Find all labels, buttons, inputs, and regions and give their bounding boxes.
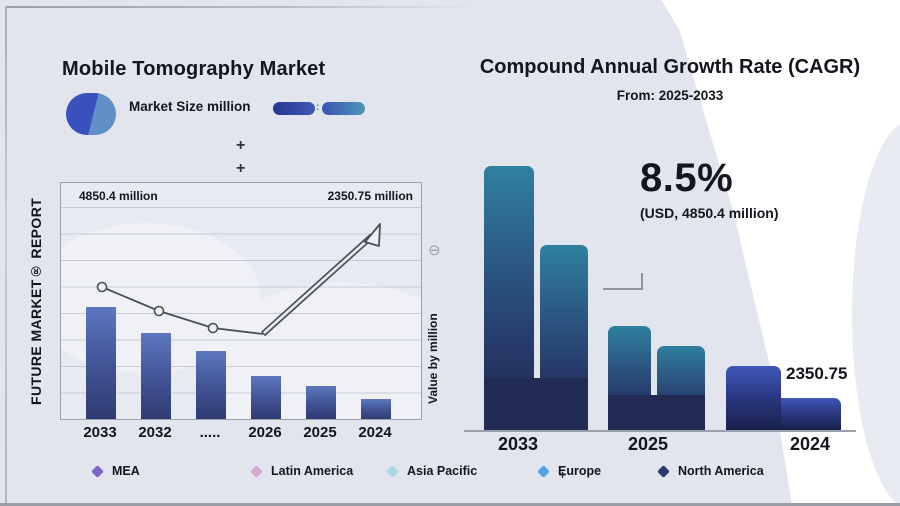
x-tick-label: 2026 [248, 424, 282, 441]
cagr-note: (USD, 4850.4 million) [640, 205, 779, 221]
market-size-chart: 4850.4 million 2350.75 million [60, 182, 422, 420]
bar-2032 [141, 333, 171, 419]
bar-2033 [86, 307, 116, 419]
cagr-bar-2024-1 [726, 366, 781, 430]
diamond-icon [657, 464, 670, 478]
legend-item: MEA [91, 464, 140, 478]
cagr-bar-2024-2 [781, 398, 841, 430]
region-legend: MEA Latin America Asia Pacific Europe No… [0, 460, 900, 486]
frame-left-line [5, 6, 7, 503]
frame-bottom-line [0, 503, 900, 506]
bar-..... [196, 351, 226, 419]
pill-separator: : [316, 102, 320, 113]
page-title: Mobile Tomography Market [62, 58, 326, 80]
bracket-annotation [603, 273, 643, 290]
diamond-icon [250, 464, 263, 478]
legend-item: North America [657, 464, 764, 478]
plus-icon: + [236, 160, 246, 177]
plus-icon: + [236, 137, 246, 154]
market-x-axis-labels: 2033 2032..... 2026 2025 2024 [60, 424, 422, 442]
bar-2024 [361, 399, 391, 419]
pill-badge-teal [322, 102, 365, 115]
bar-2025 [306, 386, 336, 419]
x-tick-label: 2033 [497, 434, 539, 454]
legend-item: Europe [537, 464, 602, 478]
cagr-value: 8.5% [640, 156, 734, 200]
x-axis-line [464, 430, 856, 432]
bar-2026 [251, 376, 281, 419]
diamond-icon [537, 464, 550, 478]
watermark-brand: FUTURE MARKET® REPORT [28, 197, 44, 405]
legend-item: Asia Pacific [386, 464, 478, 478]
capsule-icon [66, 93, 116, 135]
legend-label: MEA [112, 464, 140, 478]
pill-badge-dark [273, 102, 315, 115]
bar-value-label: 2350.75 [786, 364, 848, 383]
circle-minus-icon: ⊖ [428, 242, 441, 259]
x-tick-label: 2025 [627, 434, 669, 454]
y-axis-label: Value by million [426, 313, 440, 404]
x-tick-label: 2024 [358, 424, 392, 441]
legend-item: Latin America [250, 464, 354, 478]
series-label: Market Size million [129, 99, 251, 114]
cagr-title: Compound Annual Growth Rate (CAGR) [479, 56, 861, 78]
x-tick-label: 2033 [83, 424, 117, 441]
x-tick-label: 2025 [303, 424, 337, 441]
cagr-subtitle: From: 2025-2033 [616, 88, 724, 103]
legend-label: Latin America [271, 464, 354, 478]
x-tick-label: ..... [199, 424, 221, 441]
trend-arrow [96, 223, 381, 337]
diamond-icon [386, 464, 399, 478]
x-tick-label: 2024 [789, 434, 831, 454]
cagr-callout: 8.5% (USD, 4850.4 million) [640, 156, 778, 221]
cagr-bar-base [484, 378, 588, 430]
legend-label: North America [678, 464, 764, 478]
legend-label: Asia Pacific [407, 464, 478, 478]
plus-icon: + [559, 468, 567, 482]
cagr-chart: 8.5% (USD, 4850.4 million) 2033 2025 2024 … [458, 150, 860, 454]
x-tick-label: 2032 [138, 424, 172, 441]
value-annotation-right: 2350.75 million [327, 189, 413, 203]
frame-top-line [6, 6, 476, 8]
cagr-bar-base [608, 395, 705, 430]
diamond-icon [91, 464, 104, 478]
legend-label: Europe [558, 464, 602, 478]
value-annotation-left: 4850.4 million [79, 189, 158, 203]
